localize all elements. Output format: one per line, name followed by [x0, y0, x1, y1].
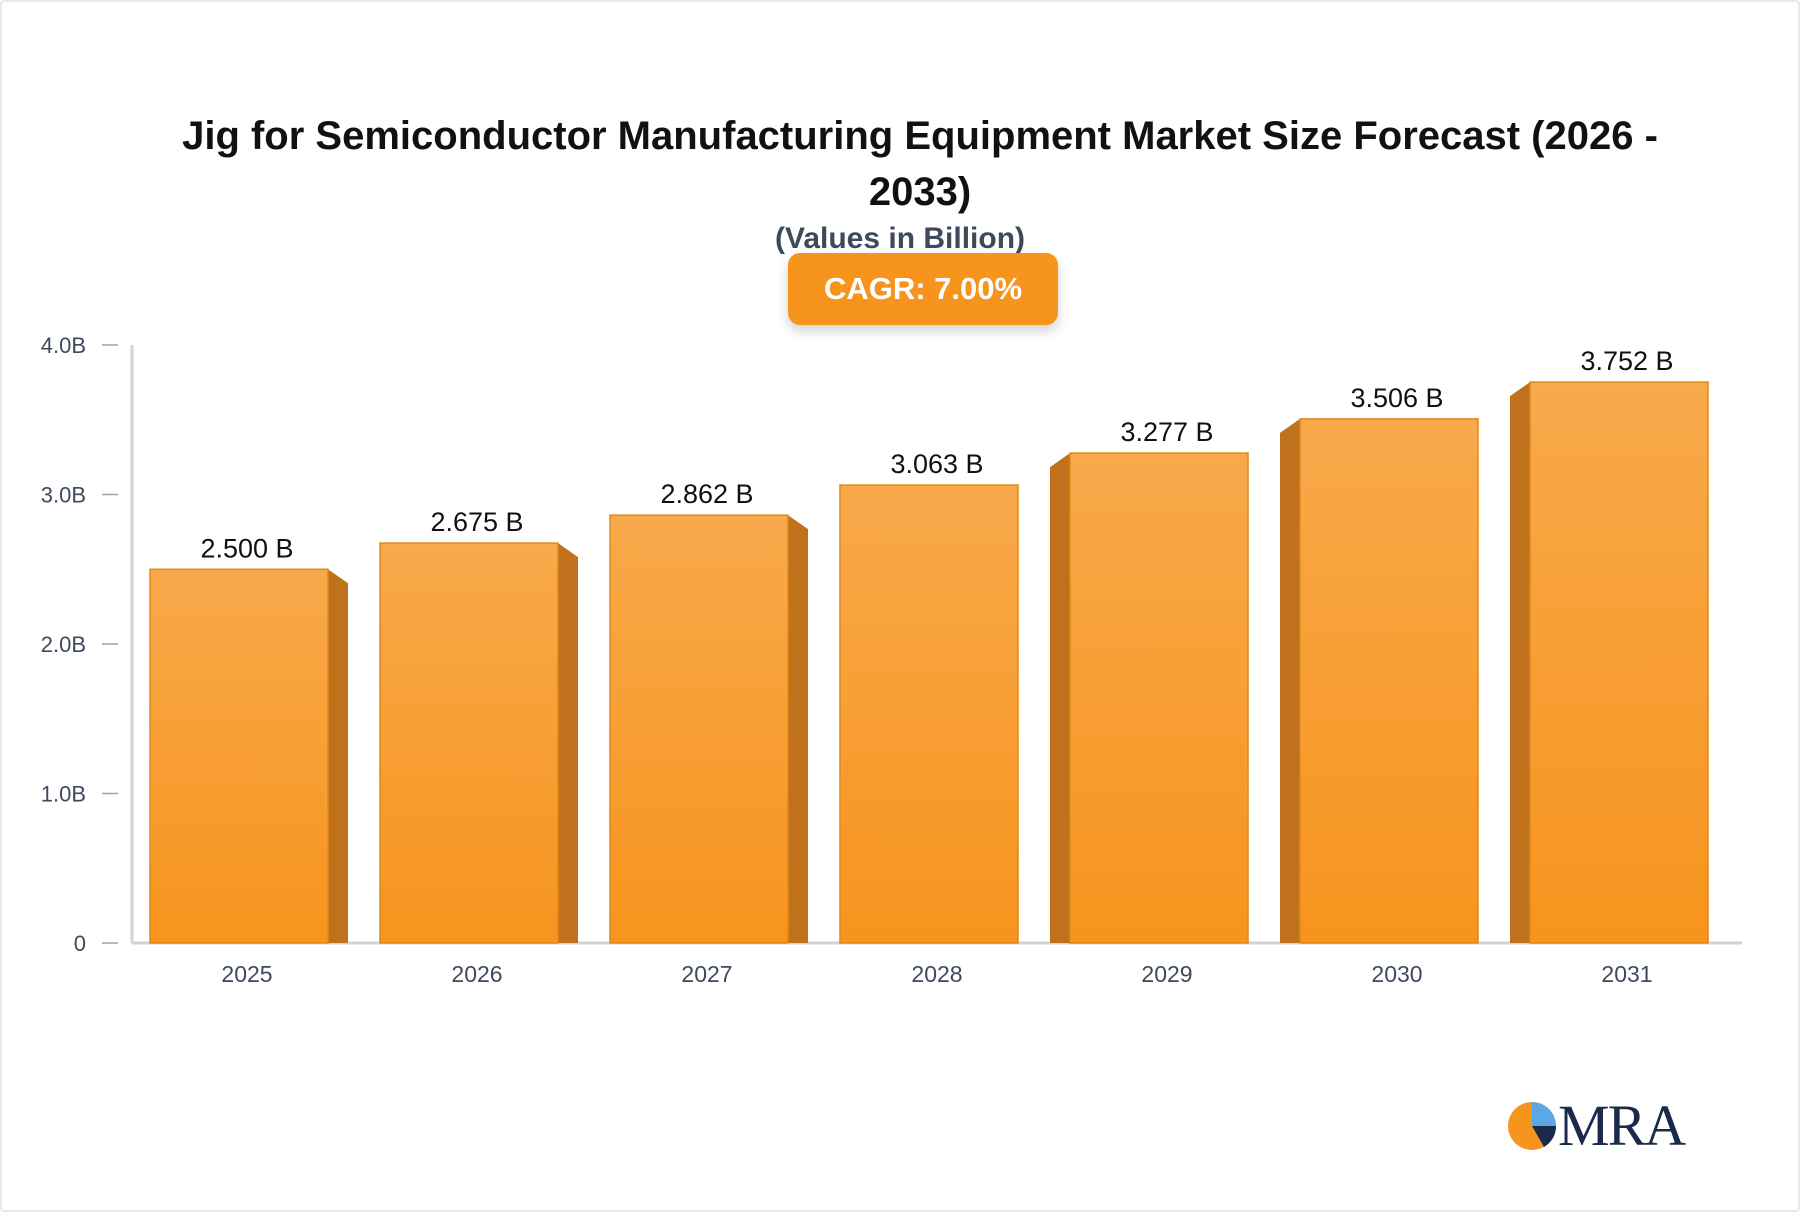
bar-value-label: 3.277 B — [1120, 417, 1213, 447]
bar-side — [1280, 418, 1300, 943]
bar — [609, 514, 789, 944]
y-tick-label: 0 — [74, 931, 86, 956]
bar — [839, 484, 1019, 944]
bar-value-label: 3.752 B — [1580, 346, 1673, 376]
y-tick-label: 3.0B — [41, 483, 86, 508]
bar-side — [788, 515, 808, 943]
bar — [1069, 452, 1249, 944]
x-tick-label: 2027 — [681, 961, 732, 987]
bar — [1529, 381, 1709, 944]
chart-title: Jig for Semiconductor Manufacturing Equi… — [182, 114, 1658, 214]
y-tick-label: 2.0B — [41, 632, 86, 657]
logo-text: MRA — [1558, 1093, 1686, 1158]
x-tick-label: 2031 — [1601, 961, 1652, 987]
y-tick-label: 4.0B — [41, 333, 86, 358]
bar-side — [328, 569, 348, 943]
cagr-badge: CAGR: 7.00% — [788, 253, 1058, 325]
mra-logo: MRA — [1506, 1093, 1696, 1158]
bar — [1299, 418, 1479, 944]
chart-bars — [149, 381, 1709, 944]
bar — [379, 542, 559, 944]
bar-side — [1050, 453, 1070, 943]
x-tick-label: 2026 — [451, 961, 502, 987]
x-tick-label: 2028 — [911, 961, 962, 987]
logo-pie-icon — [1508, 1102, 1557, 1150]
bar-value-label: 3.506 B — [1350, 383, 1443, 413]
bar-side — [558, 543, 578, 943]
bar-value-label: 2.675 B — [430, 507, 523, 537]
y-tick-label: 1.0B — [41, 782, 86, 807]
x-tick-label: 2029 — [1141, 961, 1192, 987]
bar-value-label: 2.862 B — [660, 479, 753, 509]
bar-value-label: 2.500 B — [200, 533, 293, 563]
bar — [149, 568, 329, 944]
x-tick-label: 2030 — [1371, 961, 1422, 987]
chart-labels: 2.500 B 2025 2.675 B 2026 2.862 B 2027 3.063 B… — [200, 346, 1673, 987]
x-tick-label: 2025 — [221, 961, 272, 987]
bar-side — [1510, 382, 1530, 943]
chart-subtitle: (Values in Billion) — [774, 222, 1026, 255]
bar-value-label: 3.063 B — [890, 449, 983, 479]
